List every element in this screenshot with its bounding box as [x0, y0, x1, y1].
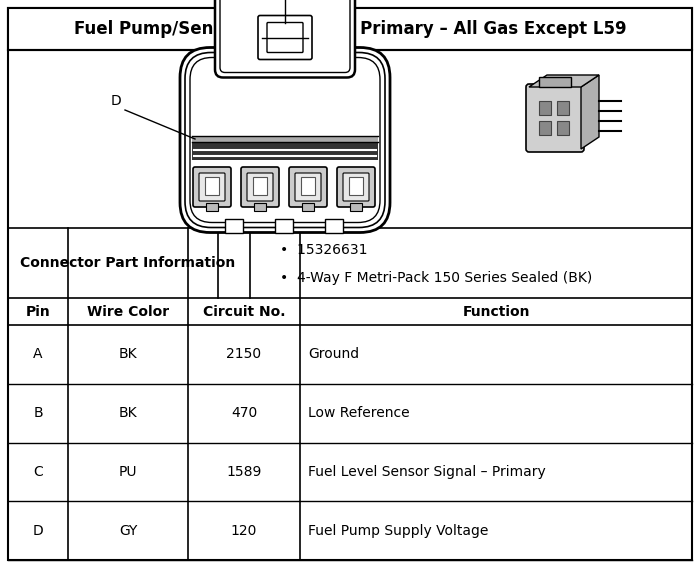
FancyBboxPatch shape: [343, 173, 369, 201]
Text: BK: BK: [119, 348, 137, 361]
Bar: [302, 203, 314, 211]
FancyBboxPatch shape: [241, 167, 279, 207]
Polygon shape: [581, 75, 599, 149]
Bar: [253, 177, 267, 195]
Text: Fuel Pump Supply Voltage: Fuel Pump Supply Voltage: [308, 524, 489, 538]
FancyBboxPatch shape: [190, 57, 380, 223]
Text: •  15326631: • 15326631: [280, 244, 368, 257]
Text: 120: 120: [231, 524, 257, 538]
FancyBboxPatch shape: [526, 84, 584, 152]
Bar: [206, 203, 218, 211]
Text: 1589: 1589: [226, 465, 262, 479]
Bar: [301, 177, 315, 195]
Text: Fuel Level Sensor Signal – Primary: Fuel Level Sensor Signal – Primary: [308, 465, 546, 479]
Bar: [225, 219, 243, 232]
FancyBboxPatch shape: [247, 173, 273, 201]
Text: 2150: 2150: [226, 348, 262, 361]
Text: PU: PU: [119, 465, 137, 479]
Bar: [275, 219, 293, 232]
Polygon shape: [529, 75, 599, 87]
Text: D: D: [111, 94, 121, 108]
Text: D: D: [33, 524, 43, 538]
Bar: [350, 203, 362, 211]
Text: Low Reference: Low Reference: [308, 406, 410, 420]
Text: GY: GY: [119, 524, 137, 538]
FancyBboxPatch shape: [289, 167, 327, 207]
Text: C: C: [33, 465, 43, 479]
FancyBboxPatch shape: [267, 23, 303, 52]
FancyBboxPatch shape: [193, 167, 231, 207]
Text: Ground: Ground: [308, 348, 359, 361]
Bar: [205, 177, 219, 195]
Text: 470: 470: [231, 406, 257, 420]
Bar: [557, 121, 569, 135]
Bar: [192, 142, 378, 160]
Text: Function: Function: [462, 304, 530, 319]
FancyBboxPatch shape: [185, 52, 385, 228]
Bar: [254, 203, 266, 211]
Bar: [539, 121, 551, 135]
Bar: [557, 101, 569, 115]
Bar: [539, 101, 551, 115]
Text: Wire Color: Wire Color: [87, 304, 169, 319]
FancyBboxPatch shape: [295, 173, 321, 201]
Bar: [192, 136, 378, 142]
FancyBboxPatch shape: [258, 15, 312, 60]
Bar: [8, 8, 692, 50]
FancyBboxPatch shape: [199, 173, 225, 201]
Bar: [349, 177, 363, 195]
FancyBboxPatch shape: [215, 0, 355, 77]
FancyBboxPatch shape: [337, 167, 375, 207]
Text: Circuit No.: Circuit No.: [203, 304, 286, 319]
Text: BK: BK: [119, 406, 137, 420]
Polygon shape: [539, 77, 571, 87]
Text: B: B: [33, 406, 43, 420]
Bar: [325, 219, 343, 232]
Text: •  4-Way F Metri-Pack 150 Series Sealed (BK): • 4-Way F Metri-Pack 150 Series Sealed (…: [280, 272, 592, 285]
Text: Fuel Pump/Sender Assembly – Primary – All Gas Except L59: Fuel Pump/Sender Assembly – Primary – Al…: [74, 20, 626, 38]
FancyBboxPatch shape: [220, 0, 350, 73]
FancyBboxPatch shape: [180, 48, 390, 232]
Text: A: A: [34, 348, 43, 361]
Text: Connector Part Information: Connector Part Information: [20, 256, 236, 270]
Text: Pin: Pin: [26, 304, 50, 319]
